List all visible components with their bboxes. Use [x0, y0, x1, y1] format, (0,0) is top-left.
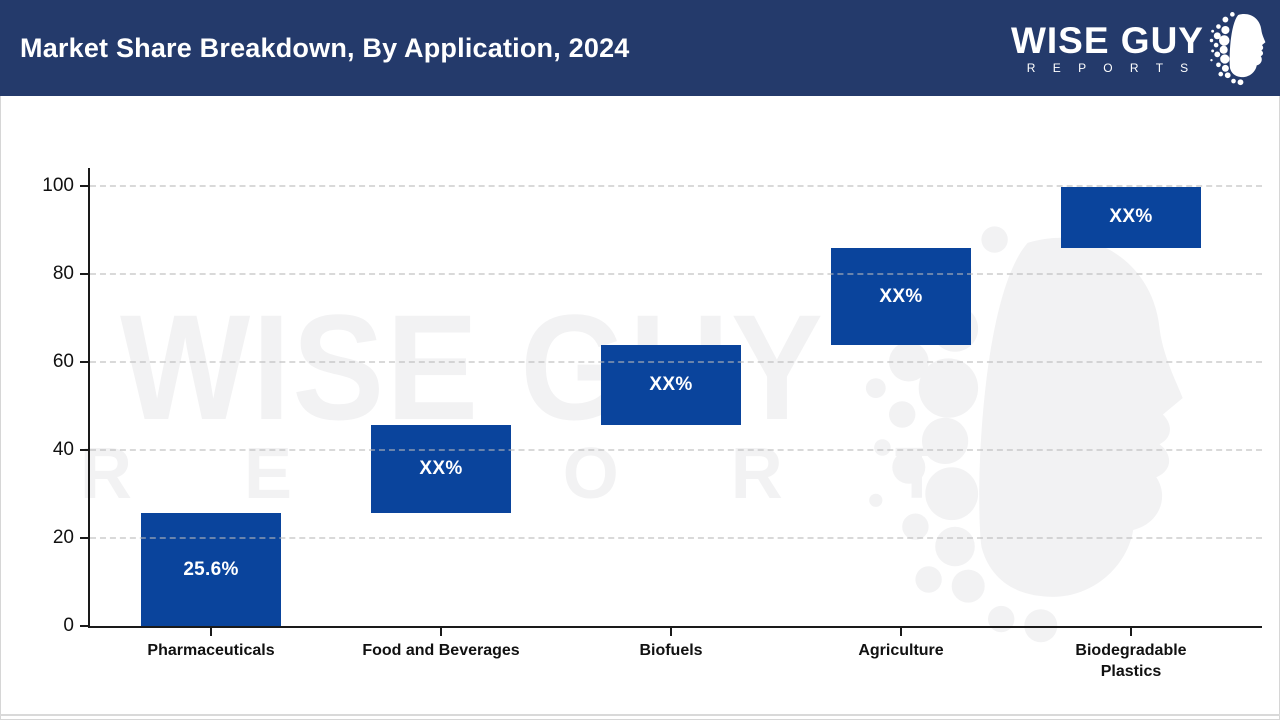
- bar-food-and-beverages: XX%: [371, 425, 511, 514]
- gridline-y-80: [90, 273, 1262, 275]
- gridline-y-60: [90, 361, 1262, 363]
- x-axis-line: [88, 626, 1262, 628]
- y-tick-60: [80, 361, 89, 363]
- x-tick-label-3: Agriculture: [858, 642, 944, 659]
- x-tick-4: [1130, 628, 1132, 636]
- wise-guy-logo: WISE GUY R E P O R T S: [1011, 6, 1266, 90]
- logo-wiseguy-label: WISE GUY: [1010, 20, 1204, 61]
- y-tick-label-0: 0: [63, 615, 74, 636]
- x-tick-0: [210, 628, 212, 636]
- x-tick-2: [670, 628, 672, 636]
- y-tick-label-60: 60: [52, 351, 74, 372]
- y-axis-line: [88, 168, 90, 628]
- y-tick-0: [80, 625, 89, 627]
- x-tick-label-0: Pharmaceuticals: [147, 642, 275, 659]
- gridline-y-100: [90, 185, 1262, 187]
- gridline-y-40: [90, 449, 1262, 451]
- bar-biofuels: XX%: [601, 345, 741, 426]
- y-tick-80: [80, 273, 89, 275]
- x-tick-1: [440, 628, 442, 636]
- bar-pharmaceuticals: 25.6%: [141, 513, 281, 626]
- x-tick-label-1: Food and Beverages: [362, 642, 520, 659]
- bar-agriculture: XX%: [831, 248, 971, 346]
- logo-text: WISE GUY R E P O R T S: [1011, 22, 1204, 74]
- logo-face-icon: [1209, 12, 1266, 86]
- gridline-y-20: [90, 537, 1262, 539]
- y-tick-100: [80, 185, 89, 187]
- page-title: Market Share Breakdown, By Application, …: [20, 32, 630, 63]
- y-tick-40: [80, 449, 89, 451]
- x-tick-label-4: Biodegradable Plastics: [1075, 642, 1187, 680]
- bar-value-label: 25.6%: [183, 558, 239, 580]
- logo-reports-label: R E P O R T S: [1026, 61, 1196, 75]
- bar-value-label: XX%: [879, 285, 923, 307]
- x-tick-label-2: Biofuels: [639, 642, 703, 659]
- y-tick-label-40: 40: [52, 439, 74, 460]
- header-bar: Market Share Breakdown, By Application, …: [0, 0, 1280, 96]
- bar-value-label: XX%: [419, 458, 463, 480]
- y-tick-20: [80, 537, 89, 539]
- y-tick-label-100: 100: [42, 175, 74, 196]
- bar-biodegradable-plastics: XX%: [1061, 186, 1201, 249]
- bottom-divider: [0, 714, 1280, 716]
- y-tick-label-20: 20: [52, 527, 74, 548]
- x-tick-3: [900, 628, 902, 636]
- bar-value-label: XX%: [1109, 206, 1153, 228]
- y-tick-label-80: 80: [52, 263, 74, 284]
- bar-value-label: XX%: [649, 374, 693, 396]
